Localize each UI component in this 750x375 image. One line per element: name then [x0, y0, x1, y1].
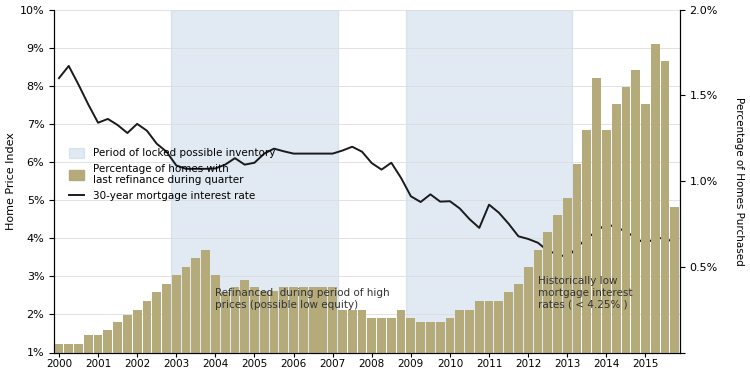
Bar	[426, 322, 435, 352]
Bar	[74, 344, 83, 352]
Bar	[670, 207, 680, 352]
Bar	[348, 310, 356, 352]
Bar	[533, 250, 542, 352]
Bar	[622, 87, 630, 352]
Bar	[475, 301, 484, 352]
Bar	[661, 61, 670, 352]
Bar	[172, 275, 181, 352]
Bar	[358, 310, 367, 352]
Bar	[368, 318, 376, 352]
Bar	[612, 104, 620, 352]
Bar	[446, 318, 454, 352]
Bar	[641, 104, 650, 352]
Bar	[64, 344, 74, 352]
Bar	[182, 267, 190, 352]
Bar	[142, 301, 152, 352]
Bar	[260, 291, 268, 352]
Text: Historically low
mortgage interest
rates ( < 4.25% ): Historically low mortgage interest rates…	[538, 276, 632, 310]
Bar	[152, 292, 161, 352]
Bar	[328, 287, 337, 352]
Bar	[191, 258, 200, 352]
Bar	[406, 318, 416, 352]
Bar	[240, 280, 249, 352]
Bar	[338, 310, 346, 352]
Y-axis label: Percentage of Homes Purchased: Percentage of Homes Purchased	[734, 97, 745, 266]
Bar	[553, 215, 562, 352]
Bar	[436, 322, 445, 352]
Bar	[211, 275, 220, 352]
Bar	[319, 287, 327, 352]
Bar	[524, 267, 532, 352]
Bar	[290, 287, 298, 352]
Bar	[104, 330, 112, 352]
Bar	[84, 335, 93, 352]
Bar	[573, 164, 581, 352]
Bar	[55, 344, 63, 352]
Legend: Period of locked possible inventory, Percentage of homes with
last refinance dur: Period of locked possible inventory, Per…	[65, 145, 278, 204]
Bar	[416, 322, 425, 352]
Bar	[387, 318, 396, 352]
Bar	[455, 310, 464, 352]
Bar	[543, 232, 552, 352]
Bar	[562, 198, 572, 352]
Bar	[123, 315, 132, 352]
Bar	[377, 318, 386, 352]
Bar	[94, 335, 103, 352]
Bar	[269, 291, 278, 352]
Bar	[162, 284, 171, 352]
Bar	[133, 310, 142, 352]
Bar	[484, 301, 494, 352]
Bar	[171, 9, 338, 352]
Bar	[494, 301, 503, 352]
Bar	[220, 292, 230, 352]
Bar	[230, 287, 239, 352]
Bar	[280, 287, 288, 352]
Bar	[592, 78, 601, 352]
Bar	[309, 287, 317, 352]
Text: Refinanced  during period of high
prices (possible low equity): Refinanced during period of high prices …	[215, 288, 390, 310]
Bar	[583, 130, 591, 352]
Bar	[299, 287, 307, 352]
Bar	[602, 130, 610, 352]
Bar	[113, 322, 122, 352]
Bar	[406, 9, 572, 352]
Bar	[465, 310, 474, 352]
Bar	[651, 44, 660, 352]
Y-axis label: Home Price Index: Home Price Index	[5, 132, 16, 230]
Bar	[632, 70, 640, 352]
Bar	[397, 310, 406, 352]
Bar	[250, 287, 259, 352]
Bar	[201, 250, 210, 352]
Bar	[504, 292, 513, 352]
Bar	[514, 284, 523, 352]
